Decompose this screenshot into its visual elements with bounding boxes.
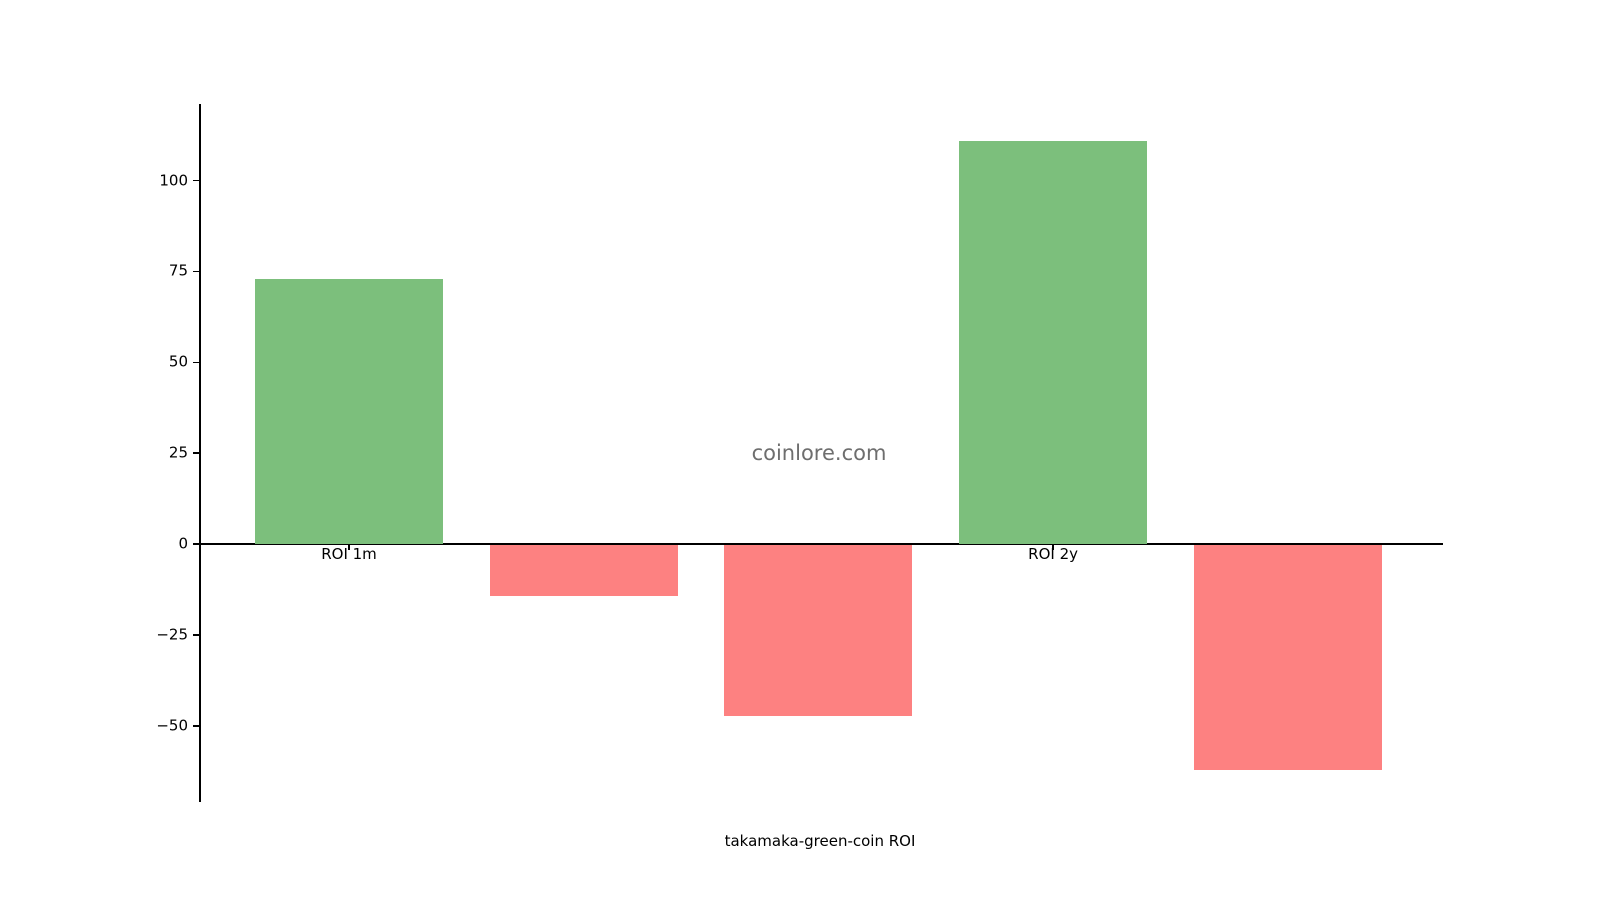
y-tick-label: −50 [156, 716, 188, 735]
x-tick-label: ROI 1m [321, 545, 377, 563]
y-tick-mark [193, 270, 200, 273]
y-tick-mark [193, 543, 200, 545]
x-tick-mark [348, 544, 350, 550]
watermark: coinlore.com [751, 441, 887, 465]
y-tick-mark [193, 725, 200, 727]
y-tick-label: 50 [168, 352, 188, 371]
x-tick-mark [1052, 544, 1054, 550]
bar [255, 278, 443, 544]
y-tick-mark [193, 179, 200, 182]
chart-title: takamaka-green-coin ROI [724, 832, 916, 850]
y-tick-label: −25 [156, 625, 188, 644]
bar [1193, 545, 1382, 771]
x-tick-label: ROI 2y [1028, 545, 1079, 563]
y-tick-mark [193, 361, 200, 363]
bar [959, 140, 1148, 544]
y-tick-label: 25 [168, 443, 188, 462]
y-tick-label: 100 [159, 171, 188, 189]
x-axis-line [199, 543, 1443, 545]
y-tick-label: 75 [168, 261, 188, 280]
y-tick-mark [193, 452, 200, 454]
y-tick-label: 0 [178, 534, 188, 553]
y-tick-mark [193, 634, 200, 636]
bar [724, 545, 913, 716]
bar [489, 545, 678, 596]
